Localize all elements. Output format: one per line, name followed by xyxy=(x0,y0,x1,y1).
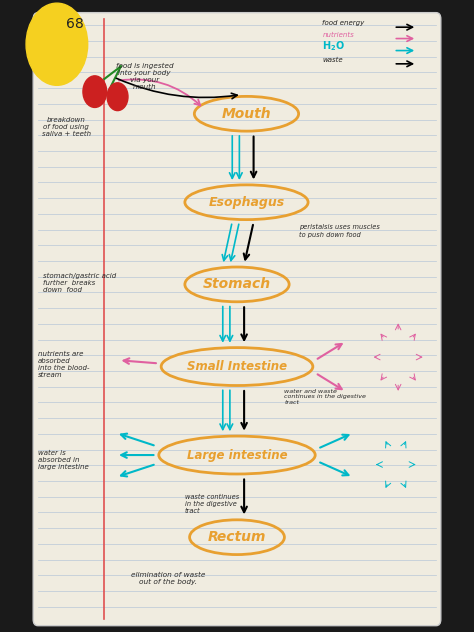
Text: Small Intestine: Small Intestine xyxy=(187,360,287,373)
Text: stomach/gastric acid
further  breaks
down  food: stomach/gastric acid further breaks down… xyxy=(43,273,116,293)
Text: food is ingested
into your body
via your
mouth: food is ingested into your body via your… xyxy=(116,63,173,90)
Text: nutrients: nutrients xyxy=(322,32,354,38)
Text: 68: 68 xyxy=(66,18,84,32)
Circle shape xyxy=(107,83,128,111)
Text: Stomach: Stomach xyxy=(203,277,271,291)
Text: nutrients are
absorbed
into the blood-
stream: nutrients are absorbed into the blood- s… xyxy=(38,351,90,378)
Text: $\mathbf{H_2O}$: $\mathbf{H_2O}$ xyxy=(322,39,346,53)
Text: Large intestine: Large intestine xyxy=(187,449,287,461)
Text: food energy: food energy xyxy=(322,20,365,27)
Text: waste continues
in the digestive
tract: waste continues in the digestive tract xyxy=(185,494,239,514)
FancyBboxPatch shape xyxy=(33,13,441,626)
Text: water is
absorbed in
large intestine: water is absorbed in large intestine xyxy=(38,450,89,470)
Text: Esophagus: Esophagus xyxy=(209,196,284,209)
Text: Mouth: Mouth xyxy=(222,107,271,121)
Text: Rectum: Rectum xyxy=(208,530,266,544)
Text: waste: waste xyxy=(322,57,343,63)
Text: water and waste
continues in the digestive
tract: water and waste continues in the digesti… xyxy=(284,389,366,405)
Text: breakdown
of food using
saliva + teeth: breakdown of food using saliva + teeth xyxy=(42,117,91,137)
Text: peristalsis uses muscles
to push down food: peristalsis uses muscles to push down fo… xyxy=(299,224,380,238)
Circle shape xyxy=(26,3,88,85)
Text: elimination of waste
out of the body.: elimination of waste out of the body. xyxy=(131,572,205,585)
Circle shape xyxy=(83,76,107,107)
